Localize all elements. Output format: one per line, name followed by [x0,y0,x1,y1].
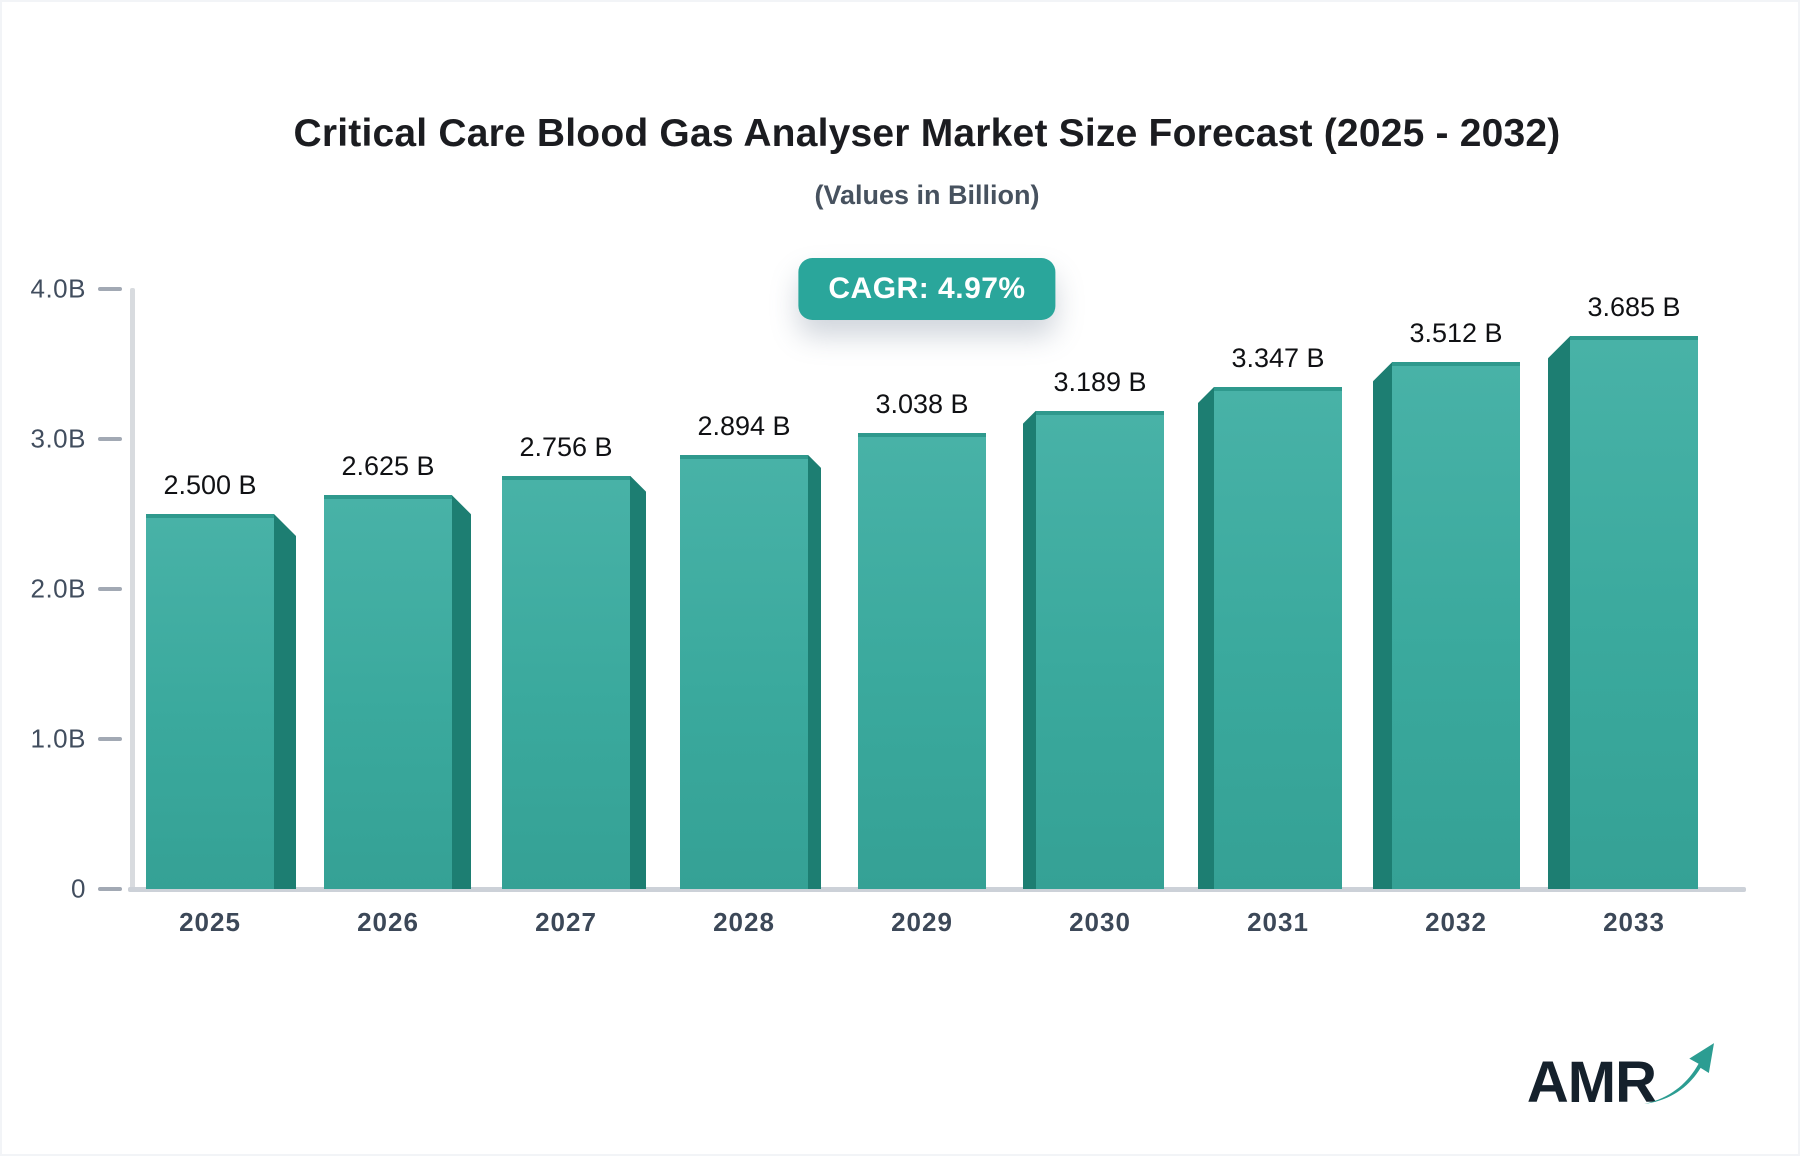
x-axis-label: 2028 [713,907,775,937]
bar-value-label: 2.894 B [697,410,791,441]
bar-2030 [1036,410,1164,889]
bar-value-label: 3.685 B [1587,292,1681,323]
bar-2033 [1570,336,1698,889]
bar-value-label: 3.347 B [1231,342,1325,373]
bar-side-face [1373,362,1392,889]
bar-side-face [808,454,821,889]
y-axis-tick-label: 3.0B [30,423,86,454]
y-axis-tick-label: 2.0B [30,573,86,604]
bar-side-face [1548,336,1570,889]
y-axis-tick [98,287,122,291]
x-axis-label: 2027 [535,907,597,937]
bar-side-face [1023,410,1036,889]
bar-side-face [630,475,646,889]
brand-logo-text: AMR [1526,1050,1657,1115]
y-axis-tick-label: 4.0B [30,273,86,304]
bar-2029 [858,433,986,889]
bar-value-label: 2.625 B [341,451,435,482]
x-axis-label: 2032 [1425,907,1487,937]
bar-value-label: 2.756 B [519,431,613,462]
bar-side-face [452,495,471,889]
bar-side-face [1198,386,1214,889]
cagr-badge: CAGR: 4.97% [798,258,1056,320]
x-axis-label: 2031 [1247,907,1309,937]
x-axis-line [128,887,1746,892]
brand-logo: AMR [1527,1041,1714,1112]
bar-value-label: 3.038 B [875,389,969,420]
growth-arrow-icon [1642,1041,1714,1110]
x-axis-label: 2026 [357,907,419,937]
x-axis-label: 2025 [179,907,241,937]
y-axis-line [130,288,135,890]
chart-subtitle: (Values in Billion) [814,180,1040,210]
bar-2025 [146,514,274,889]
bar-value-label: 3.189 B [1053,366,1147,397]
bar-2032 [1392,362,1520,889]
y-axis-tick [98,587,122,591]
y-axis-tick-label: 0 [71,873,86,904]
bar-2026 [324,495,452,889]
bar-2027 [502,475,630,889]
y-axis-tick [98,737,122,741]
y-axis-tick [98,437,122,441]
y-axis-tick [98,887,122,891]
chart-title: Critical Care Blood Gas Analyser Market … [293,112,1561,155]
x-axis-label: 2029 [891,907,953,937]
x-axis-label: 2033 [1603,907,1665,937]
y-axis-tick-label: 1.0B [30,723,86,754]
bar-2031 [1214,386,1342,889]
bar-value-label: 3.512 B [1409,318,1503,349]
x-axis-label: 2030 [1069,907,1131,937]
bar-side-face [274,514,296,889]
bar-2028 [680,454,808,889]
bar-value-label: 2.500 B [163,470,257,500]
